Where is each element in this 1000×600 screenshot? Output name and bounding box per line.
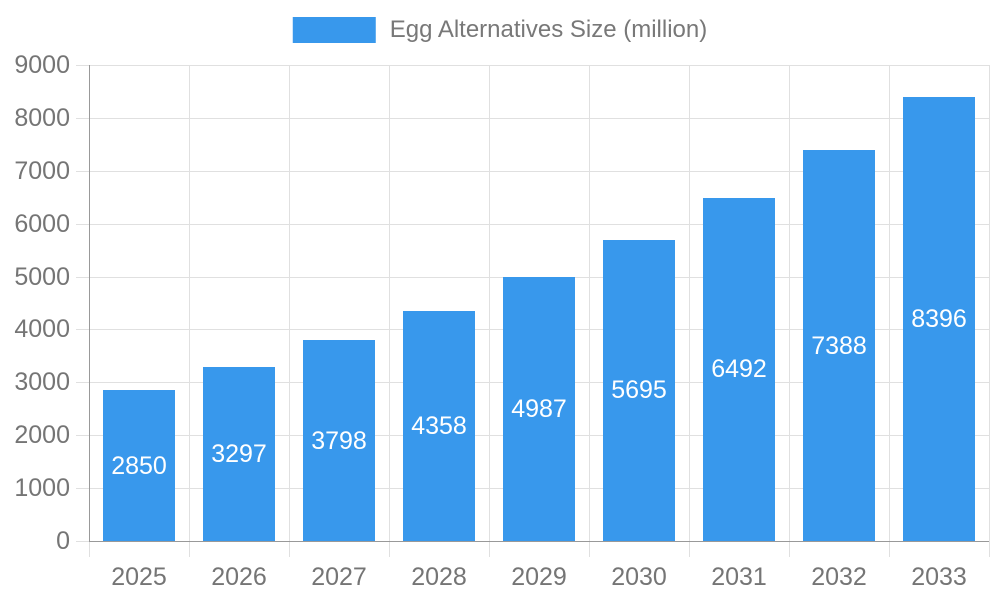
gridline-horizontal <box>76 223 989 225</box>
legend-label: Egg Alternatives Size (million) <box>389 16 708 43</box>
gridline-vertical <box>989 65 990 557</box>
gridline-horizontal <box>76 276 989 278</box>
bar-2028[interactable]: 4358 <box>403 310 475 541</box>
y-axis-tick-label: 3000 <box>14 368 70 397</box>
x-axis-tick-label: 2030 <box>611 563 667 591</box>
x-axis-tick-label: 2027 <box>311 563 367 591</box>
bar-value-label: 3297 <box>211 439 267 468</box>
bar-2033[interactable]: 8396 <box>903 96 975 541</box>
bar-value-label: 5695 <box>611 376 667 405</box>
y-axis-tick-label: 8000 <box>14 103 70 132</box>
bar-value-label: 7388 <box>811 331 867 360</box>
gridline-vertical <box>489 65 490 557</box>
y-axis-line <box>89 65 90 541</box>
gridline-vertical <box>589 65 590 557</box>
x-axis-tick-label: 2029 <box>511 563 567 591</box>
gridline-vertical <box>689 65 690 557</box>
x-axis-tick-label: 2031 <box>711 563 767 591</box>
legend-item[interactable]: Egg Alternatives Size (million) <box>292 16 708 44</box>
bar-2026[interactable]: 3297 <box>203 366 275 541</box>
bar-value-label: 3798 <box>311 426 367 455</box>
bar-2027[interactable]: 3798 <box>303 340 375 541</box>
bar-2029[interactable]: 4987 <box>503 277 575 541</box>
y-axis-tick-label: 7000 <box>14 156 70 185</box>
bar-2030[interactable]: 5695 <box>603 239 675 541</box>
y-axis-tick-label: 5000 <box>14 262 70 291</box>
axis-tick <box>89 541 90 557</box>
gridline-horizontal <box>76 65 989 66</box>
y-axis-tick-label: 9000 <box>14 51 70 79</box>
bar-2031[interactable]: 6492 <box>703 197 775 541</box>
bar-value-label: 8396 <box>911 304 967 333</box>
x-axis-tick-label: 2033 <box>911 563 967 591</box>
x-axis-line <box>89 541 989 542</box>
x-axis-tick-label: 2025 <box>111 563 167 591</box>
gridline-vertical <box>389 65 390 557</box>
y-axis-tick-label: 6000 <box>14 209 70 238</box>
y-axis-tick-label: 2000 <box>14 421 70 450</box>
bar-value-label: 2850 <box>111 451 167 480</box>
legend-marker-icon <box>292 17 376 43</box>
x-axis-tick-label: 2028 <box>411 563 467 591</box>
y-axis-tick-label: 0 <box>56 527 70 555</box>
x-axis-tick-label: 2026 <box>211 563 267 591</box>
gridline-vertical <box>789 65 790 557</box>
gridline-horizontal <box>76 170 989 172</box>
y-axis-tick-label: 1000 <box>14 474 70 503</box>
bar-value-label: 4358 <box>411 411 467 440</box>
gridline-vertical <box>889 65 890 557</box>
gridline-vertical <box>189 65 190 557</box>
gridline-horizontal <box>76 117 989 119</box>
bar-2025[interactable]: 2850 <box>103 390 175 541</box>
bar-value-label: 6492 <box>711 355 767 384</box>
bar-2032[interactable]: 7388 <box>803 150 875 541</box>
bar-value-label: 4987 <box>511 395 567 424</box>
y-axis-tick-label: 4000 <box>14 315 70 344</box>
gridline-vertical <box>289 65 290 557</box>
x-axis-tick-label: 2032 <box>811 563 867 591</box>
